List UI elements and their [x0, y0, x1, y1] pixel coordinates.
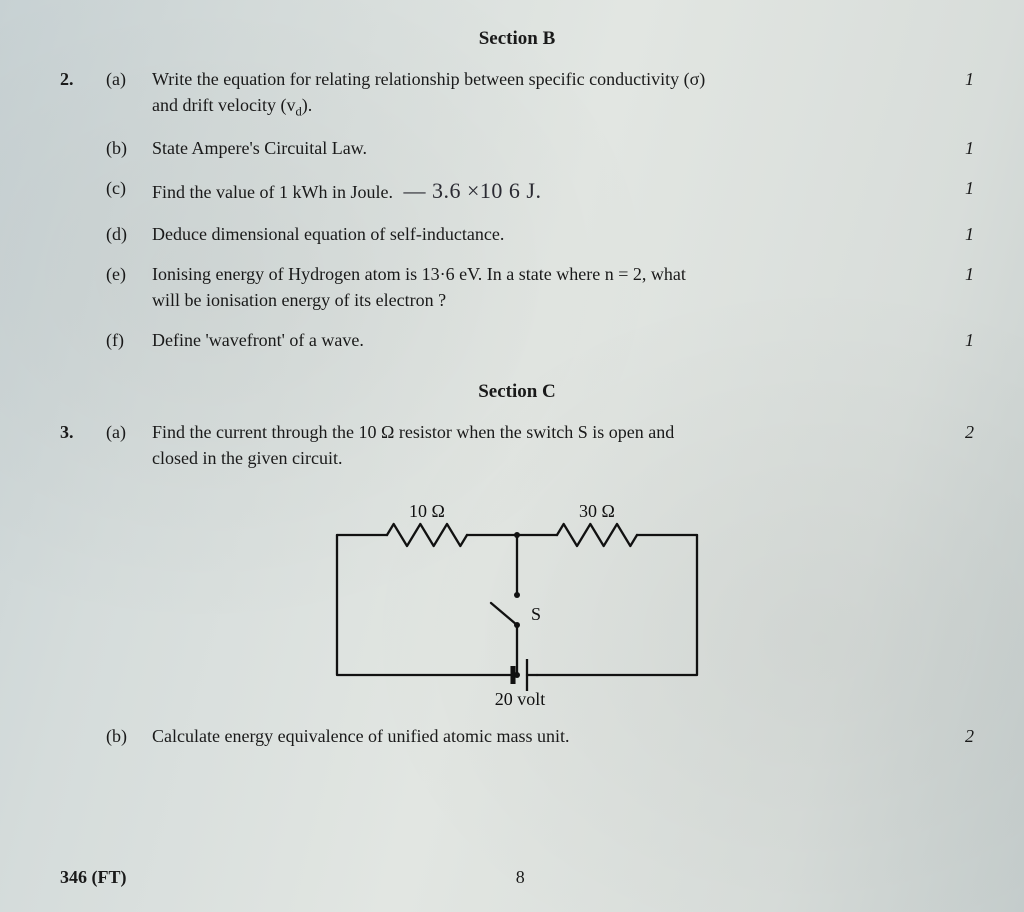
q3a-text: Find the current through the 10 Ω resist…	[152, 419, 944, 471]
q2c-text-wrap: Find the value of 1 kWh in Joule. — 3.6 …	[152, 175, 944, 207]
q2f-row: (f) Define 'wavefront' of a wave. 1	[60, 327, 974, 353]
q2e-label: (e)	[106, 261, 152, 287]
footer-center: 8	[516, 867, 525, 888]
q3a-row: 3. (a) Find the current through the 10 Ω…	[60, 419, 974, 471]
page-footer: 346 (FT) 8	[60, 867, 974, 888]
q2-number: 2.	[60, 66, 106, 92]
q2c-text: Find the value of 1 kWh in Joule.	[152, 182, 393, 202]
q2c-label: (c)	[106, 175, 152, 201]
q3b-row: (b) Calculate energy equivalence of unif…	[60, 723, 974, 749]
q2e-row: (e) Ionising energy of Hydrogen atom is …	[60, 261, 974, 313]
q3a-line2: closed in the given circuit.	[152, 448, 342, 468]
svg-text:S: S	[531, 604, 541, 624]
svg-text:20 volt: 20 volt	[495, 689, 546, 709]
q2c-handwritten: — 3.6 ×10 6 J.	[403, 178, 541, 203]
q2b-label: (b)	[106, 135, 152, 161]
q2c-row: (c) Find the value of 1 kWh in Joule. — …	[60, 175, 974, 207]
q3a-line1: Find the current through the 10 Ω resist…	[152, 422, 674, 442]
q2d-marks: 1	[944, 221, 974, 247]
q2a-text: Write the equation for relating relation…	[152, 66, 944, 121]
circuit-svg: 10 Ω 30 Ω 20 volt S	[297, 485, 737, 715]
footer-left: 346 (FT)	[60, 867, 127, 888]
q2f-marks: 1	[944, 327, 974, 353]
q3b-label: (b)	[106, 723, 152, 749]
circuit-diagram: 10 Ω 30 Ω 20 volt S	[60, 485, 974, 715]
q2b-marks: 1	[944, 135, 974, 161]
section-b-heading: Section B	[60, 28, 974, 50]
q2a-marks: 1	[944, 66, 974, 92]
q2a-line1: Write the equation for relating relation…	[152, 69, 705, 89]
q2b-row: (b) State Ampere's Circuital Law. 1	[60, 135, 974, 161]
q2a-label: (a)	[106, 66, 152, 92]
q2e-marks: 1	[944, 261, 974, 287]
q2b-text: State Ampere's Circuital Law.	[152, 135, 944, 161]
q2d-row: (d) Deduce dimensional equation of self-…	[60, 221, 974, 247]
q2c-marks: 1	[944, 175, 974, 201]
svg-text:30 Ω: 30 Ω	[579, 501, 615, 521]
q3a-marks: 2	[944, 419, 974, 445]
q2e-line2: will be ionisation energy of its electro…	[152, 290, 446, 310]
q2d-label: (d)	[106, 221, 152, 247]
q2a-row: 2. (a) Write the equation for relating r…	[60, 66, 974, 121]
section-c-heading: Section C	[60, 381, 974, 403]
q2e-text: Ionising energy of Hydrogen atom is 13·6…	[152, 261, 944, 313]
q3b-marks: 2	[944, 723, 974, 749]
q2d-text: Deduce dimensional equation of self-indu…	[152, 221, 944, 247]
q3a-label: (a)	[106, 419, 152, 445]
q2f-text: Define 'wavefront' of a wave.	[152, 327, 944, 353]
q3-number: 3.	[60, 419, 106, 445]
q2f-label: (f)	[106, 327, 152, 353]
q2a-line2b: ).	[302, 95, 313, 115]
q3b-text: Calculate energy equivalence of unified …	[152, 723, 944, 749]
q2e-line1: Ionising energy of Hydrogen atom is 13·6…	[152, 264, 686, 284]
svg-text:10 Ω: 10 Ω	[409, 501, 445, 521]
q2a-line2a: and drift velocity (v	[152, 95, 295, 115]
